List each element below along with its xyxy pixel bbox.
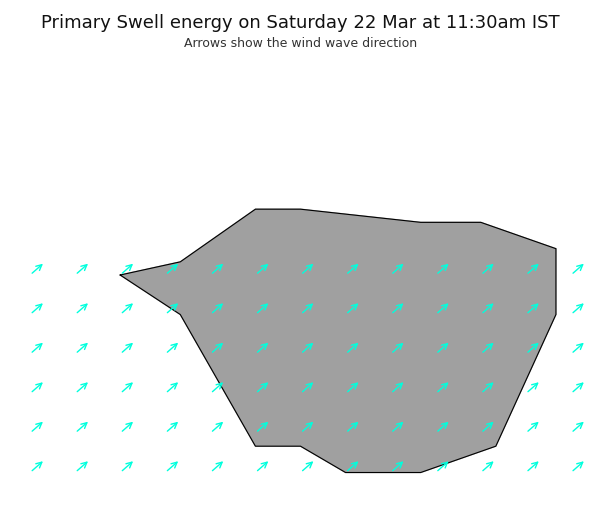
Text: Primary Swell energy on Saturday 22 Mar at 11:30am IST: Primary Swell energy on Saturday 22 Mar …	[41, 14, 560, 32]
Polygon shape	[120, 209, 556, 473]
Text: Arrows show the wind wave direction: Arrows show the wind wave direction	[184, 37, 417, 50]
